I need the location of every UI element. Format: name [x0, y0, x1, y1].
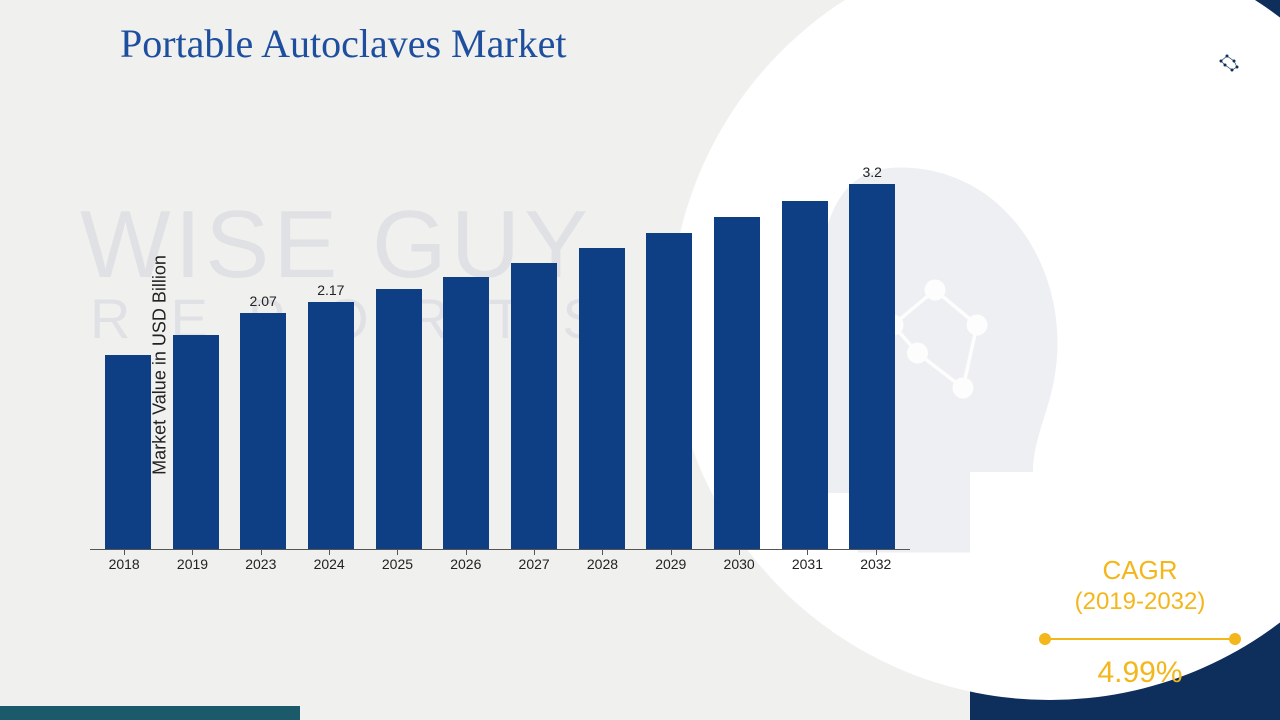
page-root: WISE GUY REPORTS Portable Autoclaves Mar…	[0, 0, 1280, 720]
bars-container: 2.07 2.17 3.2	[90, 150, 910, 549]
cagr-divider	[1045, 638, 1235, 640]
bar-wrap	[500, 150, 568, 549]
bar	[376, 289, 422, 549]
bar-wrap: 2.17	[297, 150, 365, 549]
brand-head-icon	[1198, 36, 1248, 98]
cagr-block: CAGR (2019-2032) 4.99%	[1000, 555, 1280, 690]
cagr-value: 4.99%	[1000, 656, 1280, 690]
bar-wrap	[771, 150, 839, 549]
bar	[782, 201, 828, 549]
x-tick-label: 2019	[158, 550, 226, 580]
bar-wrap: 2.07	[229, 150, 297, 549]
bar-wrap	[568, 150, 636, 549]
bar	[173, 335, 219, 549]
bar-wrap	[94, 150, 162, 549]
bar	[714, 217, 760, 549]
x-tick-label: 2030	[705, 550, 773, 580]
cagr-label: CAGR	[1000, 555, 1280, 586]
x-tick-label: 2018	[90, 550, 158, 580]
bar-value-label: 2.17	[317, 282, 344, 298]
bar	[511, 263, 557, 549]
bar-value-label: 3.2	[862, 164, 881, 180]
bar	[579, 248, 625, 549]
plot-area: 2.07 2.17 3.2	[90, 150, 910, 550]
x-tick-label: 2031	[773, 550, 841, 580]
bar	[646, 233, 692, 549]
bar	[443, 277, 489, 549]
bar-wrap: 3.2	[838, 150, 906, 549]
bar-wrap	[703, 150, 771, 549]
bar	[849, 184, 895, 549]
x-tick-label: 2023	[227, 550, 295, 580]
bar	[240, 313, 286, 549]
x-tick-label: 2028	[568, 550, 636, 580]
bar-chart: Market Value in USD Billion 2.072.173.2 …	[50, 150, 910, 580]
bar-value-label: 2.07	[250, 293, 277, 309]
bar-wrap	[635, 150, 703, 549]
x-tick-label: 2026	[432, 550, 500, 580]
bar	[105, 355, 151, 549]
x-tick-label: 2032	[842, 550, 910, 580]
x-tick-label: 2024	[295, 550, 363, 580]
x-tick-label: 2025	[363, 550, 431, 580]
bar-wrap	[162, 150, 230, 549]
bar-wrap	[365, 150, 433, 549]
cagr-period: (2019-2032)	[1000, 588, 1280, 616]
x-axis-ticks: 2018201920232024202520262027202820292030…	[90, 550, 910, 580]
bar-wrap	[432, 150, 500, 549]
x-tick-label: 2027	[500, 550, 568, 580]
bar	[308, 302, 354, 549]
brand-logo: WISE GUY REPORTS	[990, 18, 1260, 74]
bottom-accent-bar	[0, 706, 300, 720]
chart-title: Portable Autoclaves Market	[120, 20, 567, 67]
x-tick-label: 2029	[637, 550, 705, 580]
